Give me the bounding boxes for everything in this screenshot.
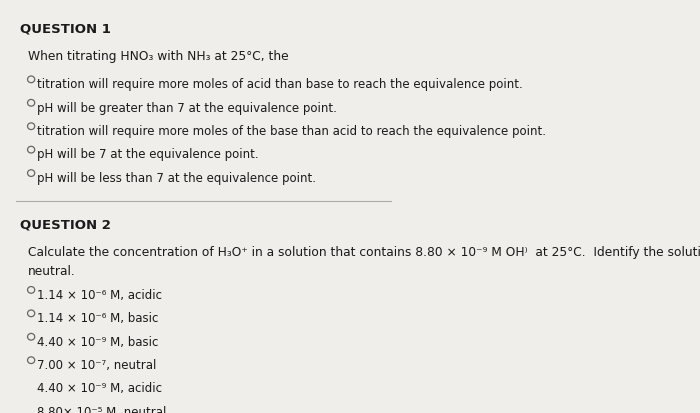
Text: QUESTION 2: QUESTION 2 (20, 218, 111, 231)
Text: pH will be greater than 7 at the equivalence point.: pH will be greater than 7 at the equival… (37, 101, 337, 114)
Text: neutral.: neutral. (28, 264, 76, 277)
Text: pH will be 7 at the equivalence point.: pH will be 7 at the equivalence point. (37, 148, 259, 161)
Text: titration will require more moles of the base than acid to reach the equivalence: titration will require more moles of the… (37, 125, 546, 138)
Text: 1.14 × 10⁻⁶ M, basic: 1.14 × 10⁻⁶ M, basic (37, 311, 158, 324)
Text: 4.40 × 10⁻⁹ M, basic: 4.40 × 10⁻⁹ M, basic (37, 335, 158, 348)
Text: 7.00 × 10⁻⁷, neutral: 7.00 × 10⁻⁷, neutral (37, 358, 157, 371)
Text: 1.14 × 10⁻⁶ M, acidic: 1.14 × 10⁻⁶ M, acidic (37, 288, 162, 301)
Text: titration will require more moles of acid than base to reach the equivalence poi: titration will require more moles of aci… (37, 78, 523, 91)
Text: 4.40 × 10⁻⁹ M, acidic: 4.40 × 10⁻⁹ M, acidic (37, 382, 162, 394)
Text: pH will be less than 7 at the equivalence point.: pH will be less than 7 at the equivalenc… (37, 171, 316, 185)
Text: When titrating HNO₃ with NH₃ at 25°C, the: When titrating HNO₃ with NH₃ at 25°C, th… (28, 50, 288, 63)
Text: Calculate the concentration of H₃O⁺ in a solution that contains 8.80 × 10⁻⁹ M OH: Calculate the concentration of H₃O⁺ in a… (28, 245, 700, 258)
Text: 8.80× 10⁻⁵ M, neutral: 8.80× 10⁻⁵ M, neutral (37, 405, 167, 413)
Text: QUESTION 1: QUESTION 1 (20, 22, 111, 35)
